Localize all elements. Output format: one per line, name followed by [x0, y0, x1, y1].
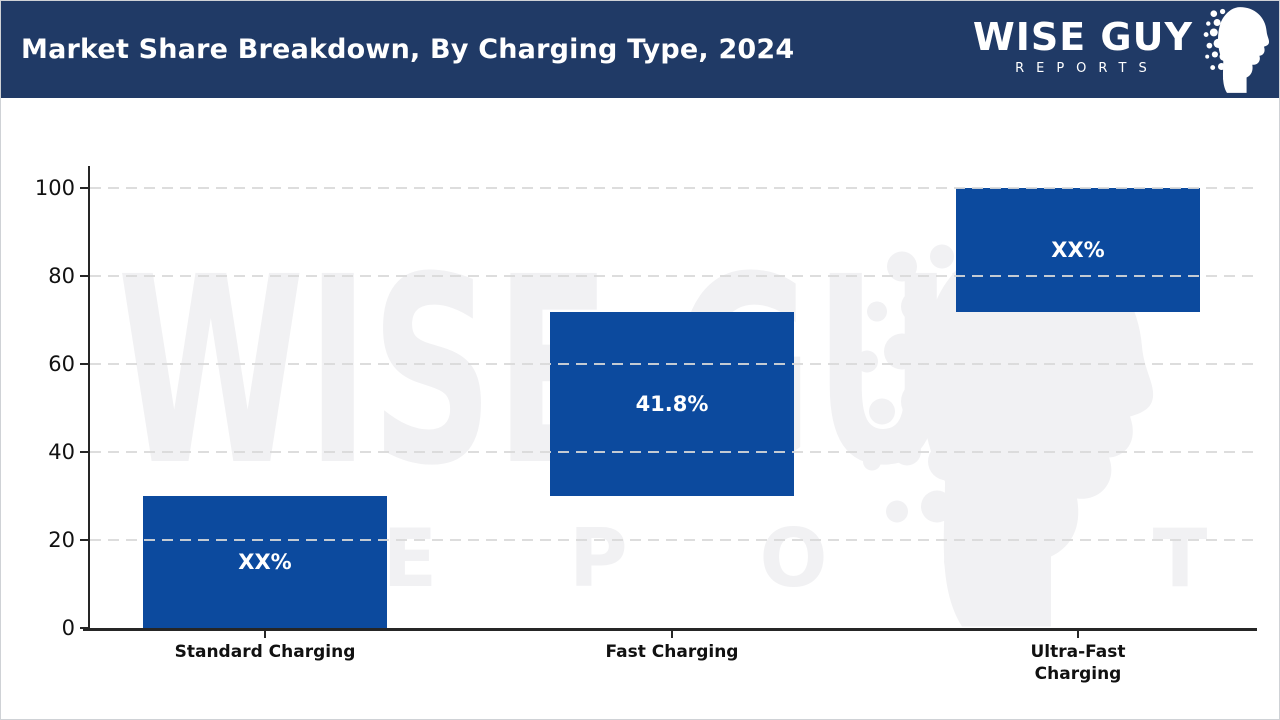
y-tick-mark — [80, 362, 88, 365]
bar-value-label: XX% — [1051, 237, 1105, 262]
chart-plot-area: XX% 41.8% XX% 0 20 40 60 80 100 Standard Charging… — [1, 98, 1279, 719]
y-tick-label: 20 — [48, 527, 75, 552]
header-bar: Market Share Breakdown, By Charging Type… — [1, 1, 1279, 98]
gridline-y40 — [90, 450, 1256, 453]
brand-head-icon — [1203, 7, 1270, 93]
x-axis-line — [83, 628, 1257, 631]
page-title: Market Share Breakdown, By Charging Type… — [21, 34, 795, 65]
bar-value-label: 41.8% — [635, 391, 709, 416]
gridline-y20 — [90, 538, 1256, 541]
x-category-label-fast-charging: Fast Charging — [605, 642, 739, 662]
y-tick-label: 100 — [34, 175, 75, 200]
y-tick-label: 40 — [48, 439, 75, 464]
gridline-y80 — [90, 274, 1256, 277]
y-tick-label: 0 — [61, 616, 75, 640]
bar-standard-charging: XX% — [143, 495, 387, 628]
x-tick-mark — [671, 630, 673, 638]
y-tick-mark — [80, 538, 88, 541]
gridline-y60 — [90, 362, 1256, 365]
x-category-label-standard-charging: Standard Charging — [174, 642, 356, 662]
y-tick-mark — [80, 274, 88, 277]
x-category-label-ultra-fast-charging: Ultra-Fast Charging — [1030, 642, 1126, 685]
bar-fast-charging: 41.8% — [550, 311, 794, 496]
x-tick-mark — [264, 630, 266, 638]
brand-logo-wordmark: WISE GUY — [972, 15, 1193, 59]
y-tick-label: 80 — [48, 263, 75, 288]
y-tick-mark — [80, 627, 88, 629]
bar-ultra-fast-charging: XX% — [956, 187, 1200, 312]
y-tick-mark — [80, 450, 88, 453]
brand-logo: WISE GUY REPORTS — [973, 18, 1193, 76]
gridline-y100 — [90, 186, 1256, 189]
bar-value-label: XX% — [238, 549, 292, 574]
y-tick-label: 60 — [48, 351, 75, 376]
y-tick-mark — [80, 186, 88, 189]
y-axis-line — [88, 166, 90, 630]
brand-logo-subtitle: REPORTS — [1015, 61, 1159, 76]
x-tick-mark — [1077, 630, 1079, 638]
